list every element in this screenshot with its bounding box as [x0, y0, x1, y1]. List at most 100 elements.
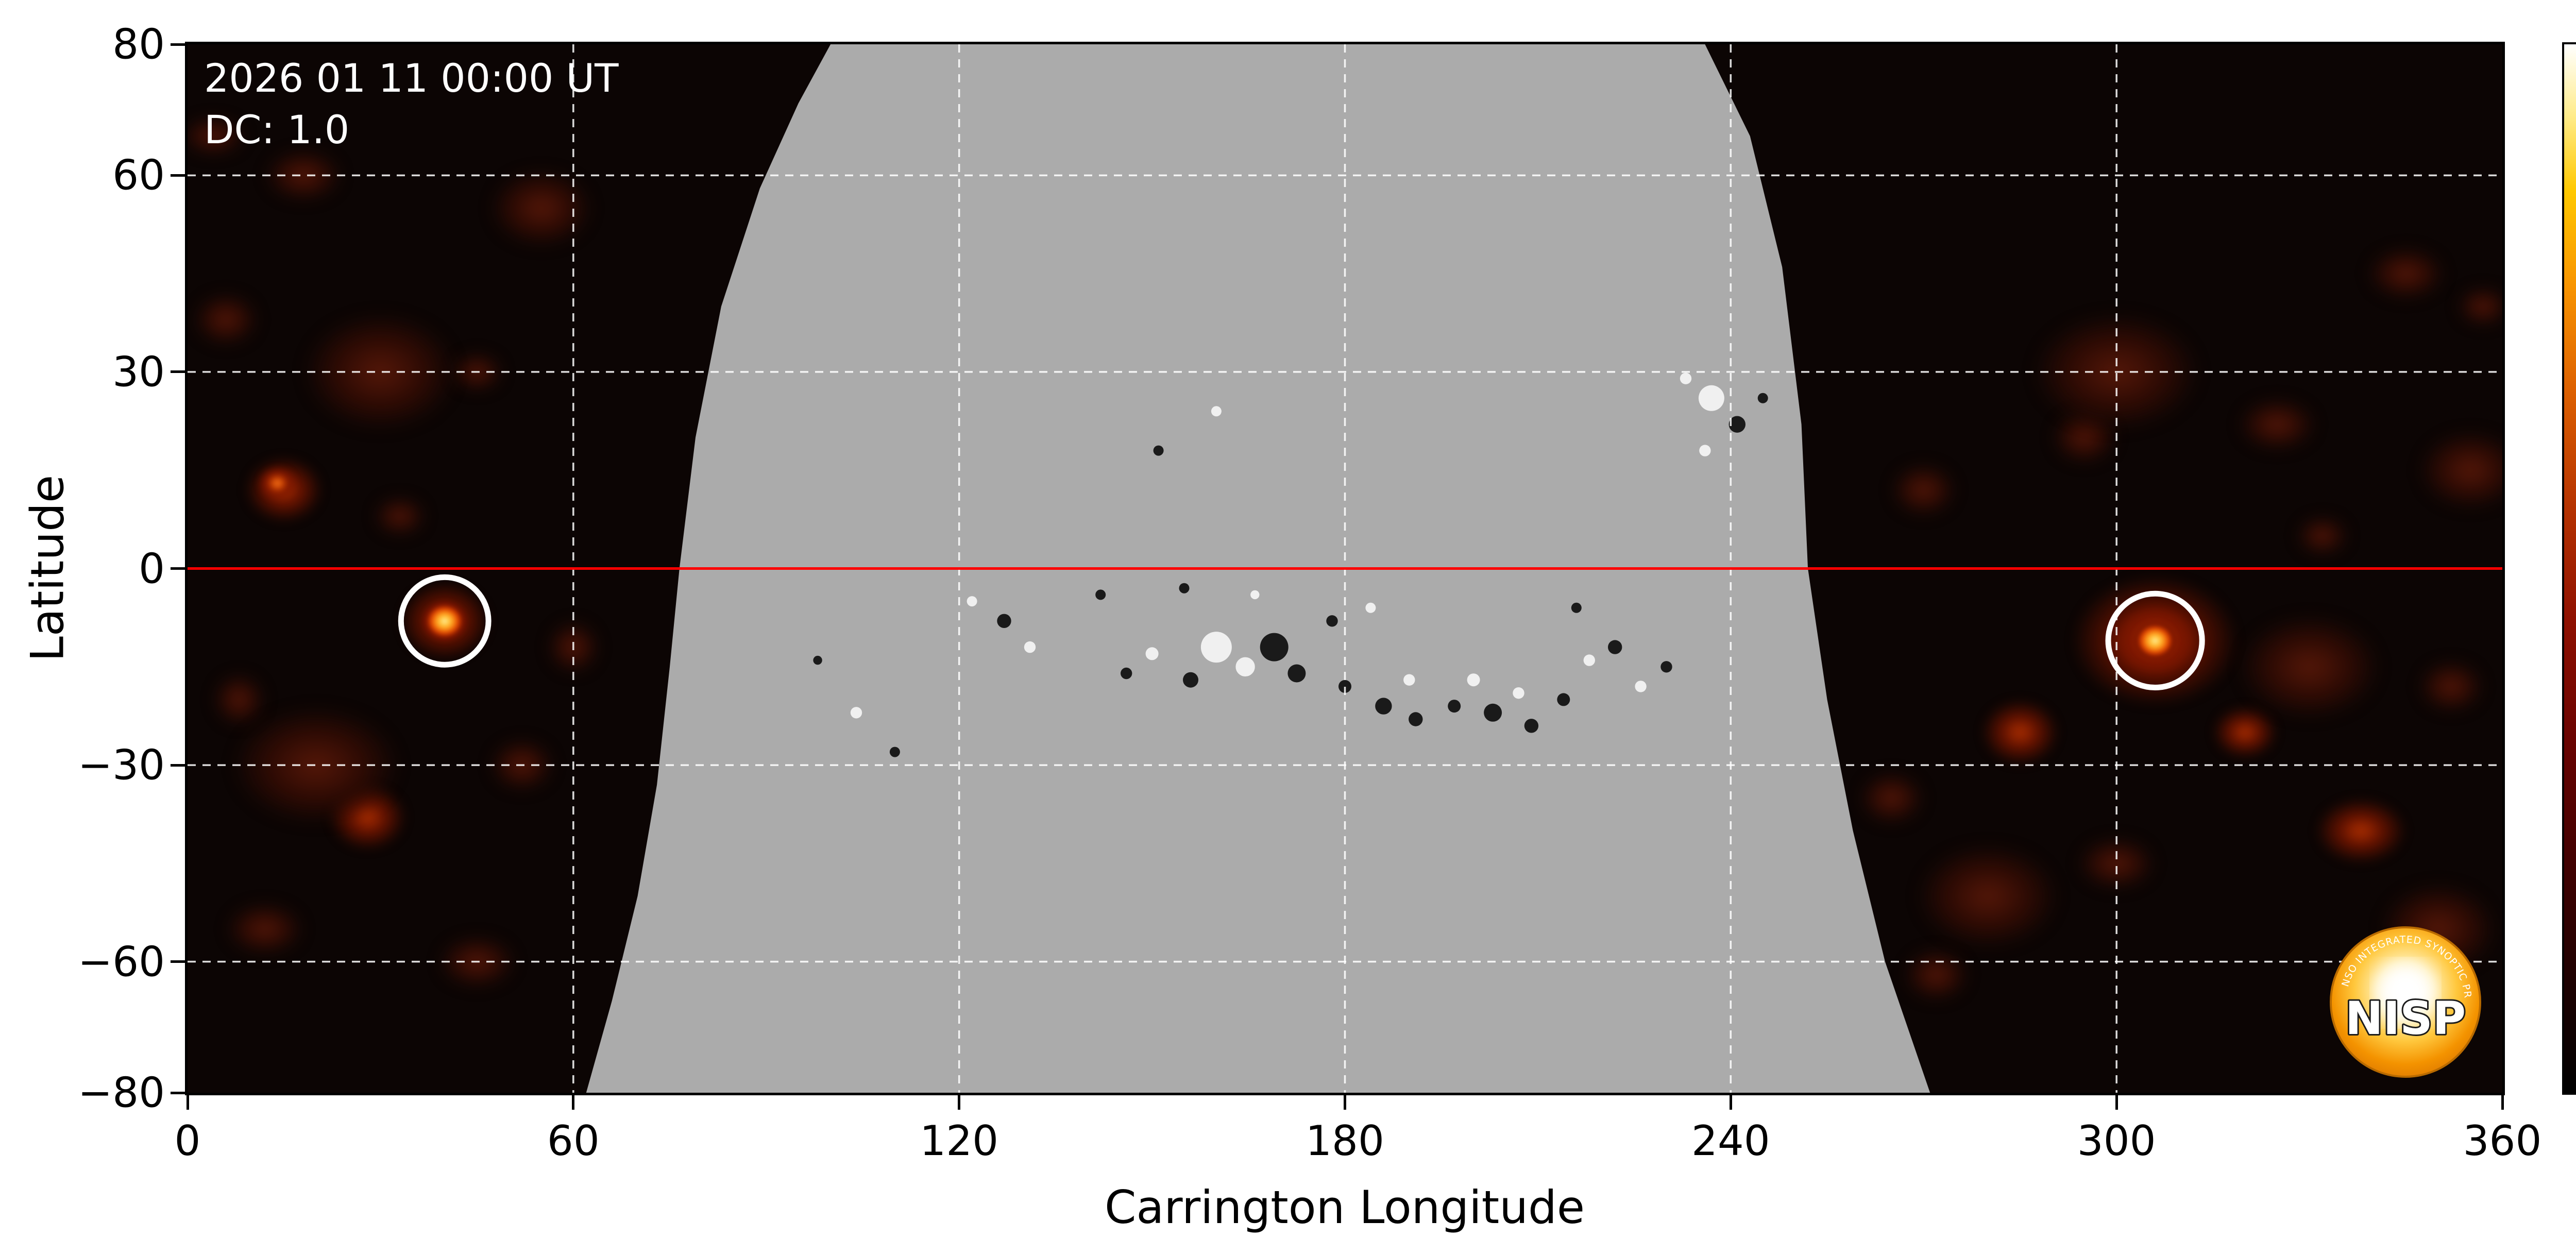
farside-active-region-blob: [421, 600, 468, 642]
magnetogram-feature: [1660, 661, 1672, 673]
magnetogram-feature: [1557, 693, 1570, 706]
farside-active-region-blob: [2457, 286, 2502, 326]
x-tick-label: 240: [1691, 1117, 1770, 1165]
y-tick-mark: [171, 764, 185, 767]
magnetogram-feature: [1698, 385, 1724, 411]
logo-glow: [2376, 963, 2435, 1023]
magnetogram-features: [813, 372, 1768, 757]
farside-active-region-blob: [2239, 614, 2380, 720]
farside-active-region-blob: [1859, 771, 1924, 824]
farside-active-region-blob: [2132, 619, 2178, 662]
y-tick-label: 60: [112, 151, 165, 199]
magnetogram-feature: [1524, 719, 1539, 733]
magnetogram-feature: [1121, 667, 1132, 680]
logo-wordmark: NISP: [2345, 992, 2466, 1045]
farside-active-region-blob: [1904, 948, 1969, 1001]
farside-active-region-blob: [374, 496, 426, 536]
y-tick-label: −30: [78, 741, 165, 789]
farside-active-region-blob: [1981, 699, 2059, 766]
farside-active-region-blob: [2418, 431, 2502, 510]
x-tick-label: 0: [174, 1117, 201, 1165]
x-tick-mark: [2115, 1095, 2118, 1110]
farside-active-region-blob: [2239, 398, 2316, 451]
annotation-dc: DC: 1.0: [204, 107, 350, 153]
magnetogram-feature: [1403, 674, 1415, 686]
x-tick-mark: [1729, 1095, 1732, 1110]
magnetogram-feature: [813, 655, 822, 665]
farside-active-region-blob: [1917, 843, 2059, 949]
magnetogram-feature: [1409, 712, 1423, 726]
x-tick-label: 60: [547, 1117, 600, 1165]
magnetogram-feature: [1183, 672, 1198, 688]
y-tick-label: −60: [78, 938, 165, 986]
x-tick-label: 360: [2463, 1117, 2542, 1165]
detected-region-circles: [398, 574, 2205, 691]
x-tick-label: 180: [1306, 1117, 1384, 1165]
magnetogram-feature: [1484, 703, 1502, 722]
magnetogram-feature: [1608, 640, 1622, 654]
y-tick-label: 30: [112, 348, 165, 396]
y-tick-mark: [171, 174, 185, 177]
magnetogram-feature: [967, 596, 977, 607]
magnetogram-feature: [1757, 393, 1768, 403]
y-tick-label: 0: [139, 545, 165, 592]
magnetogram-feature: [1250, 590, 1260, 600]
magnetogram-feature: [850, 707, 862, 719]
magnetogram-feature: [1680, 372, 1692, 384]
magnetogram-feature: [1145, 647, 1159, 660]
magnetogram-feature: [1338, 680, 1351, 693]
magnetogram-feature: [1095, 589, 1106, 600]
magnetogram-feature: [1326, 615, 1338, 627]
plot-area: 2026 01 11 00:00 UT DC: 1.0: [188, 44, 2502, 1093]
magnetogram-feature: [1728, 416, 1745, 433]
farside-active-region-blob: [226, 903, 303, 955]
magnetogram-feature: [997, 614, 1011, 629]
farside-active-region-blob: [2316, 798, 2406, 863]
magnetogram-feature: [1467, 673, 1480, 687]
x-tick-mark: [958, 1095, 961, 1110]
magnetogram-feature: [1513, 687, 1524, 699]
farside-active-region-blob: [2078, 837, 2156, 890]
x-axis-label: Carrington Longitude: [1104, 1181, 1585, 1234]
magnetogram-feature: [1287, 664, 1306, 683]
map-annotation: 2026 01 11 00:00 UT DC: 1.0: [204, 53, 619, 156]
y-tick-label: 80: [112, 20, 165, 69]
nisp-logo: NSO INTEGRATED SYNOPTIC PROGRAM NISP: [2324, 916, 2483, 1079]
y-tick-mark: [171, 1091, 185, 1094]
farside-active-region-blob: [2367, 247, 2445, 300]
farside-active-region-blob: [188, 116, 246, 156]
magnetogram-feature: [1571, 602, 1582, 613]
y-tick-mark: [171, 567, 185, 570]
magnetogram-feature: [1448, 700, 1461, 713]
magnetogram-feature: [1635, 681, 1647, 692]
magnetogram-feature: [1211, 406, 1222, 417]
farside-active-region-blob: [2213, 706, 2278, 759]
y-tick-mark: [171, 43, 185, 46]
farside-active-region-blob: [2296, 516, 2348, 556]
magnetogram-feature: [889, 747, 900, 757]
magnetogram-feature: [1365, 602, 1376, 613]
x-tick-mark: [1344, 1095, 1346, 1110]
x-tick-mark: [2501, 1095, 2504, 1110]
x-tick-label: 120: [920, 1117, 999, 1165]
y-tick-mark: [171, 370, 185, 374]
farside-active-region-blob: [258, 466, 297, 501]
x-tick-mark: [186, 1095, 189, 1110]
magnetogram-feature: [1583, 654, 1595, 666]
magnetogram-feature: [1260, 633, 1289, 662]
farside-active-region-blob: [489, 168, 593, 248]
magnetogram-feature: [1200, 632, 1232, 663]
magnetogram-feature: [1375, 698, 1392, 715]
y-tick-label: −80: [78, 1069, 165, 1117]
magnetogram-feature: [1153, 445, 1164, 456]
farside-active-region-blob: [2418, 660, 2483, 713]
farside-colorbar: [2562, 42, 2576, 1095]
x-tick-label: 300: [2077, 1117, 2156, 1165]
magnetogram-feature: [1235, 657, 1255, 677]
magnetogram-feature: [1699, 445, 1711, 456]
magnetogram-feature: [1179, 583, 1190, 593]
plot-overlay-svg: [188, 44, 2502, 1093]
farside-active-region-blob: [213, 673, 265, 726]
y-tick-mark: [171, 960, 185, 963]
